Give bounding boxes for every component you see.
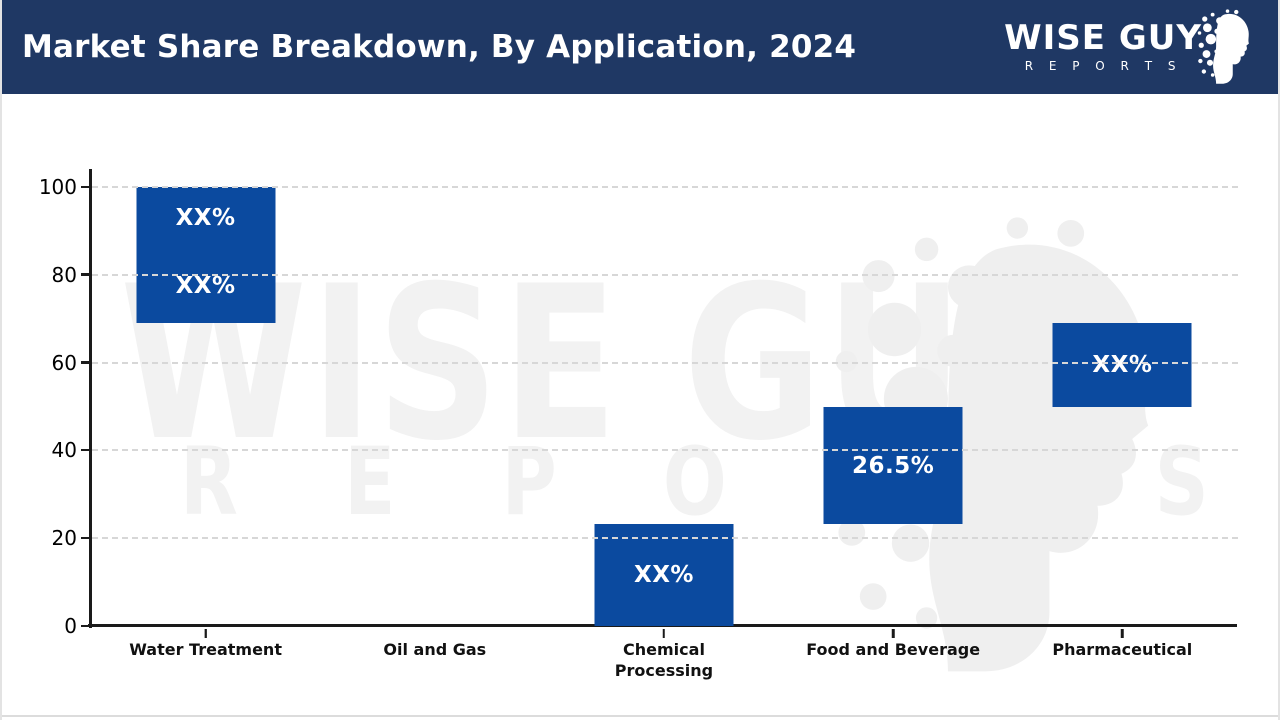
bar-value-label: XX%: [633, 561, 694, 588]
y-axis-spine: [89, 169, 92, 628]
x-axis-tick: [662, 629, 666, 638]
y-axis-tick: [81, 273, 90, 276]
x-axis-label-water-treatment: Water Treatment: [129, 640, 282, 659]
y-tick-label-40: 40: [51, 438, 77, 463]
y-axis-tick: [81, 185, 90, 188]
y-tick-label-0: 0: [64, 614, 77, 638]
gridline: [92, 537, 1238, 540]
logo-subtext: R E P O R T S: [1024, 59, 1182, 73]
y-axis-tick: [81, 361, 90, 364]
logo-wordmark: WISE GUY: [1004, 18, 1202, 58]
bar-column-water-treatment: XX%: [549, 187, 778, 638]
bar-food-and-beverage: XX%: [136, 249, 276, 324]
plot-area: 0 20 40 60 80 100 XX% 26.5% XX% XX%: [39, 169, 1238, 638]
gridline: [92, 361, 1238, 364]
bar-oil-and-gas: 26.5%: [823, 407, 963, 524]
gridline: [92, 449, 1238, 452]
gridline: [92, 273, 1238, 276]
bar-column-oil-and-gas: 26.5%: [779, 187, 1008, 638]
bar-value-label: XX%: [1092, 352, 1153, 379]
page-title: Market Share Breakdown, By Application, …: [22, 29, 857, 65]
x-axis-label-pharmaceutical: Pharmaceutical: [1052, 640, 1193, 659]
bar-value-label: 26.5%: [852, 452, 935, 479]
x-axis-tick: [891, 629, 895, 638]
x-axis-tick: [1121, 629, 1124, 638]
bar-column-chemical-processing: XX%: [1008, 187, 1237, 638]
y-axis-tick: [81, 624, 90, 627]
bar-value-label: XX%: [175, 273, 236, 300]
logo-face-icon: [1196, 8, 1252, 86]
bottom-rule: [2, 715, 1278, 717]
bar-column-pharmaceutical: XX%: [91, 187, 320, 638]
bar-chemical-processing: XX%: [1052, 323, 1192, 408]
x-axis-label-oil-and-gas: Oil and Gas: [383, 640, 487, 659]
y-tick-label-60: 60: [51, 350, 77, 375]
bar-pharmaceutical: XX%: [136, 187, 276, 250]
bar-value-label: XX%: [175, 205, 236, 232]
gridline: [92, 186, 1238, 188]
y-tick-label-100: 100: [38, 175, 77, 199]
x-axis-tick: [204, 629, 207, 638]
x-axis-labels: Water Treatment Oil and Gas Chemical Pro…: [91, 639, 1237, 681]
wise-guy-logo: WISE GUY R E P O R T S: [1004, 8, 1252, 86]
bar-water-treatment: XX%: [594, 523, 734, 626]
header: Market Share Breakdown, By Application, …: [2, 0, 1278, 94]
y-axis-tick: [81, 448, 90, 452]
x-axis-label-food-and-beverage: Food and Beverage: [806, 640, 981, 659]
y-tick-label-80: 80: [51, 262, 77, 287]
x-axis-label-chemical-processing: Chemical Processing: [614, 640, 714, 680]
bar-column-food-and-beverage: XX%: [91, 187, 320, 638]
y-tick-label-20: 20: [51, 526, 77, 551]
y-axis-tick: [81, 536, 90, 540]
